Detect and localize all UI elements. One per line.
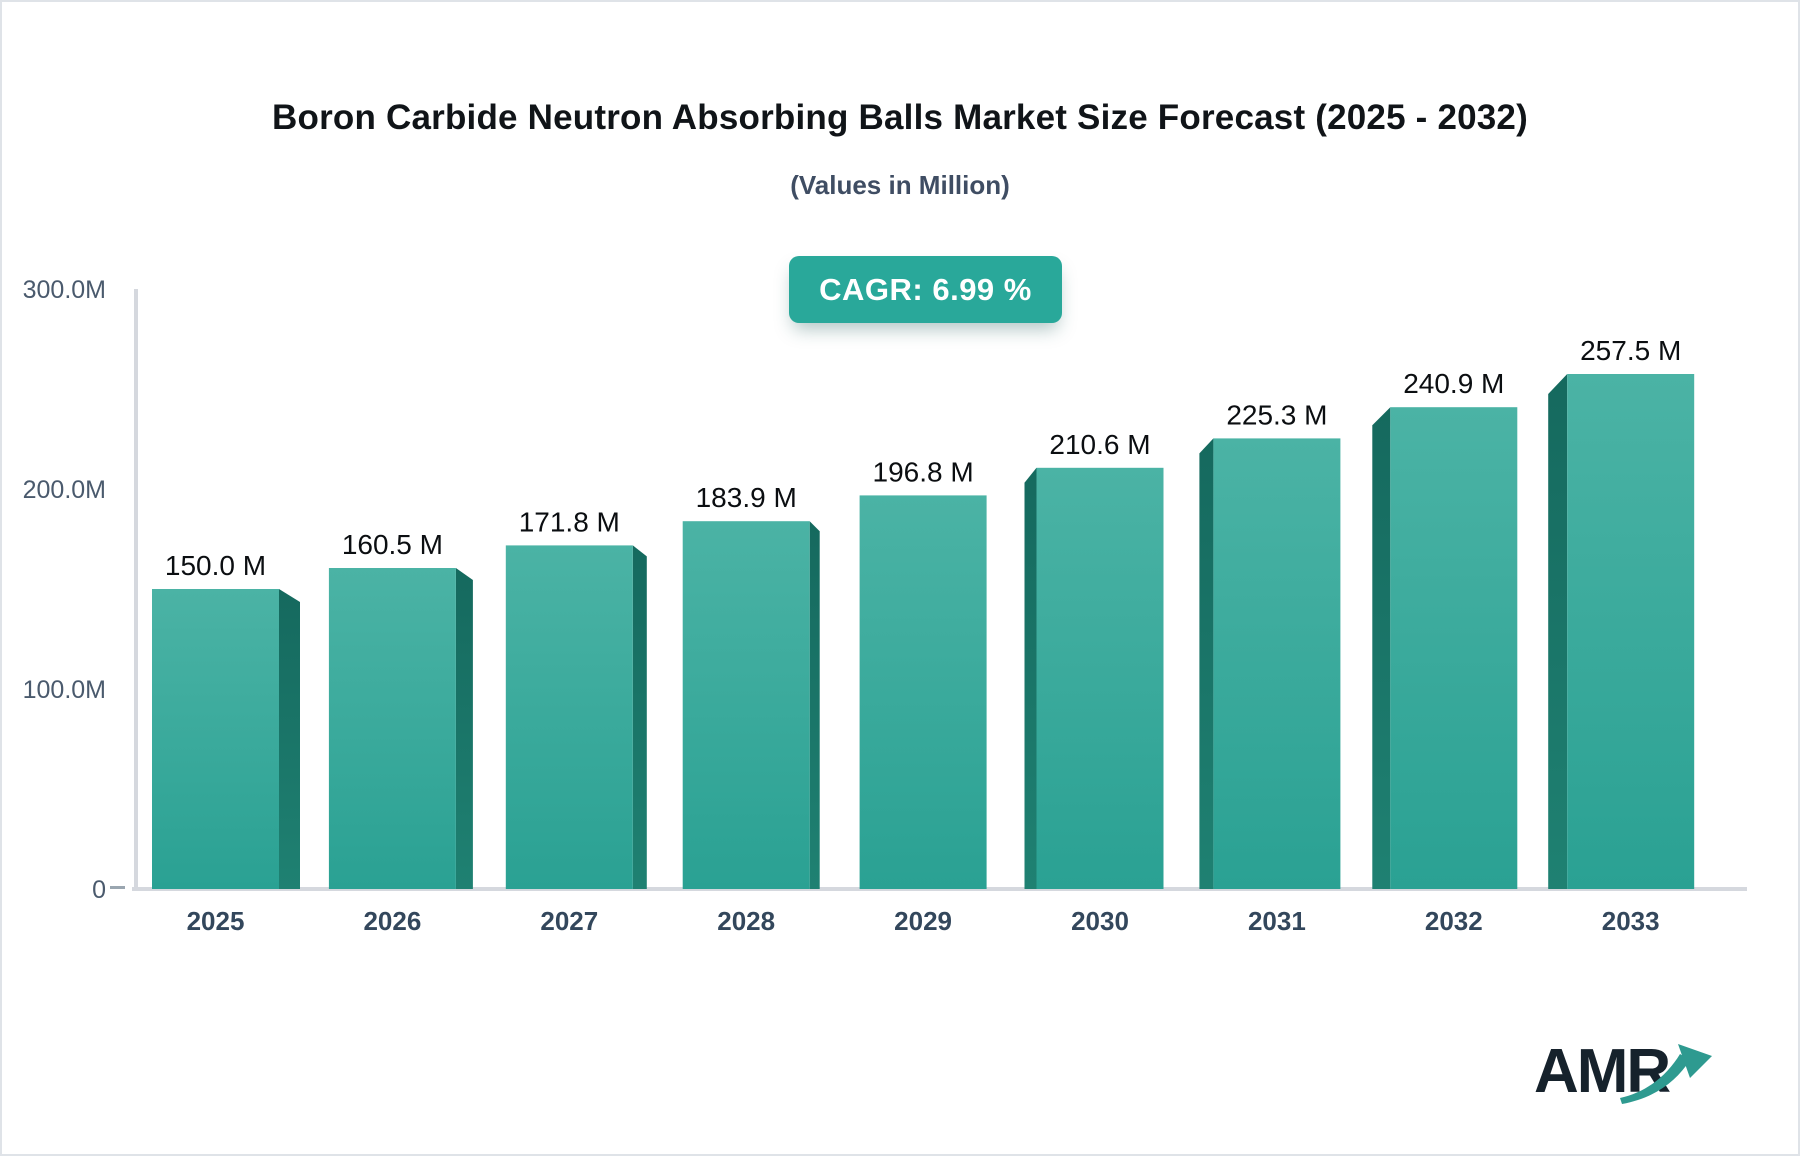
cagr-badge-label: CAGR: 6.99 % (819, 271, 1032, 307)
bar-side-face (1548, 374, 1568, 889)
bar (1567, 374, 1695, 889)
x-tick-label: 2029 (894, 906, 952, 936)
chart-title: Boron Carbide Neutron Absorbing Balls Ma… (272, 98, 1528, 137)
x-tick-label: 2031 (1248, 906, 1306, 936)
x-tick-label: 2026 (363, 906, 421, 936)
bar-side-face (455, 568, 473, 889)
bar (859, 495, 987, 889)
bar (328, 568, 456, 889)
bar (505, 545, 633, 889)
x-tick-label: 2028 (717, 906, 775, 936)
y-tick-label: 0 (92, 876, 106, 904)
x-tick-label: 2027 (540, 906, 598, 936)
bar-value-label: 183.9 M (696, 482, 797, 513)
x-tick-label: 2033 (1602, 906, 1660, 936)
growth-arrow-icon (1620, 1044, 1712, 1104)
bar (1036, 467, 1164, 889)
amr-logo: AMR (1534, 1036, 1734, 1126)
y-tick-label: 200.0M (23, 476, 106, 504)
bar-value-label: 196.8 M (873, 456, 974, 487)
bar (1390, 407, 1518, 889)
bar-side-face (1372, 407, 1391, 889)
bar-side-face (809, 521, 820, 889)
bar-side-face (632, 545, 647, 889)
x-tick-label: 2030 (1071, 906, 1129, 936)
bar-value-label: 210.6 M (1049, 429, 1150, 460)
y-axis-line (134, 289, 138, 889)
bar-side-face (279, 589, 300, 889)
bar-side-face (1024, 467, 1037, 889)
x-tick-label: 2032 (1425, 906, 1483, 936)
bar-value-label: 240.9 M (1403, 368, 1504, 399)
bar-value-label: 171.8 M (519, 506, 620, 537)
cagr-badge: CAGR: 6.99 % (789, 256, 1062, 323)
x-tick-label: 2025 (187, 906, 245, 936)
y-tick-label: 100.0M (23, 676, 106, 704)
bar-value-label: 257.5 M (1580, 335, 1681, 366)
y-tick-label: 300.0M (23, 276, 106, 304)
chart-subtitle: (Values in Million) (790, 170, 1010, 200)
bar-side-face (1199, 438, 1214, 889)
bar-value-label: 150.0 M (165, 550, 266, 581)
bar (152, 589, 279, 889)
bar (682, 521, 810, 889)
bar-value-label: 225.3 M (1226, 399, 1327, 430)
bar (1213, 438, 1341, 889)
bar-value-label: 160.5 M (342, 529, 443, 560)
y-tick-dash (110, 886, 125, 889)
